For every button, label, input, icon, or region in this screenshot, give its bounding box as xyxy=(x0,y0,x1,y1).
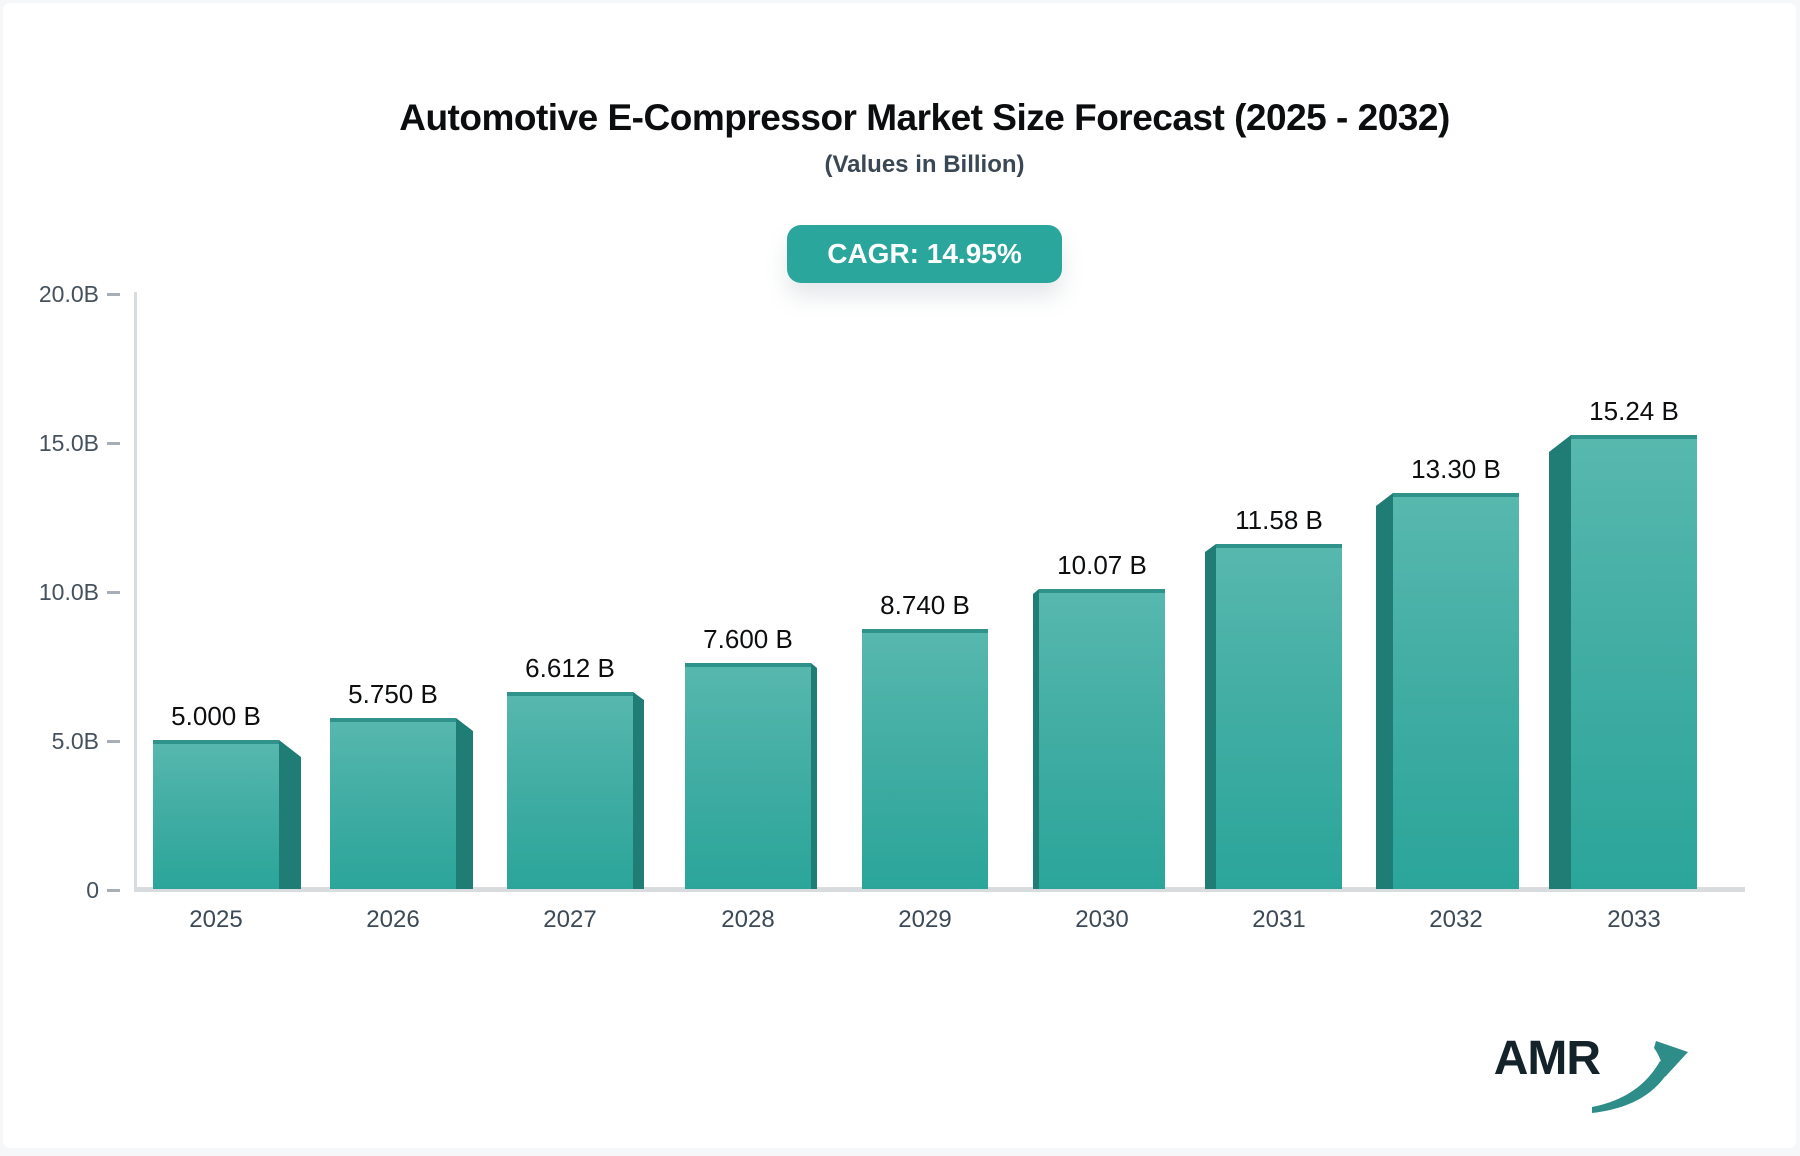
bar-2027 xyxy=(507,692,633,889)
y-axis-tick-mark xyxy=(107,591,120,594)
x-axis-label: 2025 xyxy=(189,906,243,933)
amr-logo: AMR xyxy=(1494,1029,1690,1123)
x-axis-label: 2033 xyxy=(1607,906,1661,933)
bar-top-edge xyxy=(153,740,279,744)
cagr-badge: CAGR: 14.95% xyxy=(787,225,1062,283)
x-axis-label: 2030 xyxy=(1075,906,1129,933)
bar-2030 xyxy=(1039,589,1165,889)
y-axis-tick-mark xyxy=(107,889,120,892)
bar-side-face xyxy=(1376,493,1393,889)
bar-2029 xyxy=(862,629,988,889)
bar-value-label: 8.740 B xyxy=(880,590,970,620)
bar-top-edge xyxy=(1393,493,1519,497)
bar-top-edge xyxy=(330,718,456,722)
y-axis-tick-label: 20.0B xyxy=(38,281,99,307)
bar-value-label: 15.24 B xyxy=(1589,396,1679,426)
x-axis-label: 2032 xyxy=(1429,906,1483,933)
bar-top-edge xyxy=(862,629,988,633)
bar-value-label: 5.750 B xyxy=(348,679,438,709)
y-axis-line xyxy=(134,292,137,892)
amr-logo-text: AMR xyxy=(1493,1032,1601,1085)
page-title: Automotive E-Compressor Market Size Fore… xyxy=(399,97,1450,138)
x-axis-label: 2029 xyxy=(898,906,952,933)
cagr-badge-band: CAGR: 14.95% xyxy=(53,225,1796,283)
x-axis-label: 2028 xyxy=(721,906,775,933)
x-axis-baseline xyxy=(136,887,1745,892)
y-axis-tick-mark xyxy=(107,293,120,296)
bar-side-face xyxy=(1205,544,1216,889)
bar-side-face xyxy=(1033,589,1039,889)
bar-top-edge xyxy=(1039,589,1165,593)
bar-side-face xyxy=(811,663,817,889)
bar-2032 xyxy=(1393,493,1519,889)
bar-side-face xyxy=(456,718,473,889)
bar-value-label: 6.612 B xyxy=(525,653,615,683)
y-axis-tick-label: 0 xyxy=(86,877,99,903)
bar-value-label: 10.07 B xyxy=(1057,550,1147,580)
y-axis-tick-label: 10.0B xyxy=(38,579,99,605)
bar-top-edge xyxy=(1571,435,1697,439)
bar-value-label: 7.600 B xyxy=(703,624,793,654)
y-axis-tick-label: 15.0B xyxy=(38,430,99,456)
bar-2031 xyxy=(1216,544,1342,889)
y-axis-tick-mark xyxy=(107,442,120,445)
x-axis-label: 2026 xyxy=(366,906,420,933)
bar-2025 xyxy=(153,740,279,889)
bar-top-edge xyxy=(507,692,633,696)
bar-2028 xyxy=(685,663,811,889)
y-axis-tick-mark xyxy=(107,740,120,743)
bar-2033 xyxy=(1571,435,1697,889)
bar-side-face xyxy=(633,692,644,889)
chart-subtitle: (Values in Billion) xyxy=(824,151,1025,178)
growth-arrow-icon xyxy=(1592,1041,1688,1113)
x-axis-label: 2027 xyxy=(543,906,597,933)
bar-value-label: 13.30 B xyxy=(1411,454,1501,484)
chart-card: Automotive E-Compressor Market Size Fore… xyxy=(3,3,1796,1148)
bar-value-label: 5.000 B xyxy=(171,701,261,731)
bar-top-edge xyxy=(685,663,811,667)
bar-value-label: 11.58 B xyxy=(1235,505,1323,535)
bar-side-face xyxy=(279,740,301,889)
bar-2026 xyxy=(330,718,456,889)
x-axis-label: 2031 xyxy=(1252,906,1306,933)
y-axis-tick-label: 5.0B xyxy=(51,728,99,754)
bar-top-edge xyxy=(1216,544,1342,548)
bar-side-face xyxy=(1549,435,1571,889)
